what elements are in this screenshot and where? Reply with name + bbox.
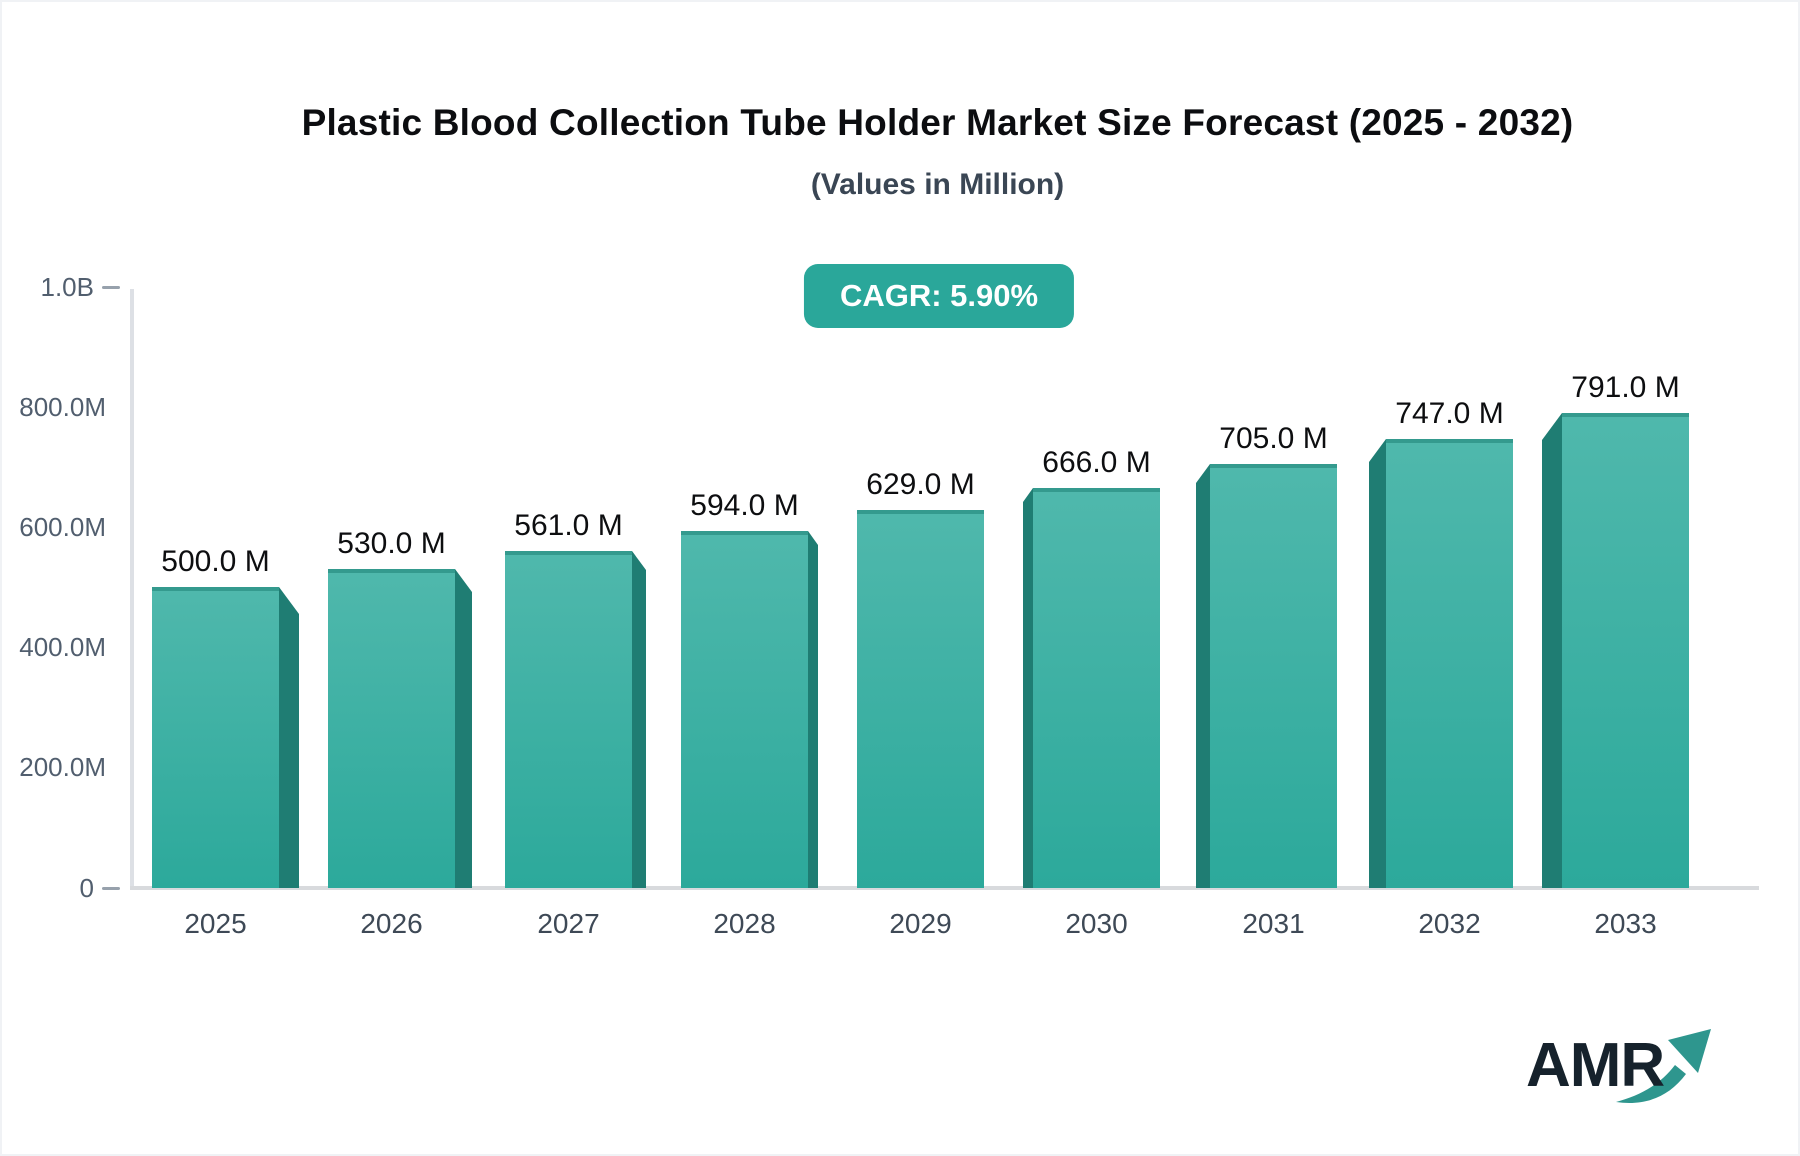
bar-2033	[1542, 413, 1689, 888]
y-tick-mark	[102, 886, 120, 890]
y-tick-label: 0	[79, 872, 94, 903]
amr-logo-text: AMR	[1526, 1031, 1665, 1100]
y-tick-row: 800.0M	[2, 391, 120, 423]
bar-side	[1023, 488, 1033, 888]
bar-value-label: 629.0 M	[866, 468, 975, 501]
y-tick-row: 400.0M	[2, 632, 120, 664]
y-tick-row: 200.0M	[2, 752, 120, 784]
y-tick-row: 1.0B	[2, 271, 120, 303]
bar-2026	[328, 569, 472, 888]
y-tick-label: 200.0M	[19, 752, 106, 783]
bar-face	[1033, 488, 1160, 888]
bar-face	[328, 569, 455, 888]
chart-title: Plastic Blood Collection Tube Holder Mar…	[301, 102, 1574, 143]
bar-face	[1386, 439, 1513, 888]
bar-value-label: 500.0 M	[161, 545, 270, 578]
y-axis-line	[130, 289, 134, 890]
x-tick-label: 2030	[1065, 908, 1128, 939]
y-tick-mark	[102, 285, 120, 289]
bar-2027	[505, 551, 646, 888]
y-tick-row: 600.0M	[2, 511, 120, 543]
bar-2025	[152, 587, 299, 888]
bar-face	[152, 587, 279, 888]
y-tick-label: 800.0M	[19, 391, 106, 422]
x-tick-label: 2028	[713, 908, 776, 939]
bar-value-label: 705.0 M	[1219, 422, 1328, 455]
x-tick-label: 2032	[1418, 908, 1481, 939]
x-axis-line	[130, 886, 1759, 890]
y-tick-label: 600.0M	[19, 511, 106, 542]
x-tick-label: 2025	[184, 908, 247, 939]
bar-value-label: 791.0 M	[1571, 371, 1680, 404]
bar-value-label: 530.0 M	[337, 527, 446, 560]
x-tick-label: 2026	[360, 908, 423, 939]
bar-face	[681, 531, 808, 888]
bar-side	[808, 531, 818, 888]
bar-side	[1369, 439, 1386, 888]
bar-side	[1196, 464, 1210, 888]
x-tick-label: 2031	[1242, 908, 1305, 939]
bar-2032	[1369, 439, 1513, 888]
cagr-badge: CAGR: 5.90%	[803, 264, 1075, 328]
bar-side	[279, 587, 299, 888]
bar-2030	[1023, 488, 1160, 888]
bar-value-label: 594.0 M	[690, 489, 799, 522]
bar-face	[1562, 413, 1689, 888]
x-tick-label: 2027	[537, 908, 600, 939]
bar-2029	[857, 510, 984, 888]
amr-logo: AMR	[1526, 1029, 1716, 1125]
x-tick-label: 2033	[1594, 908, 1657, 939]
bar-side	[455, 569, 472, 888]
bar-face	[857, 510, 984, 888]
growth-arrow-icon	[1616, 1029, 1711, 1103]
y-tick-label: 400.0M	[19, 632, 106, 663]
y-tick-row: 0	[2, 872, 120, 904]
bar-2031	[1196, 464, 1337, 888]
bar-face	[505, 551, 632, 888]
bar-side	[632, 551, 646, 888]
bar-2028	[681, 531, 818, 888]
chart-subtitle: (Values in Million)	[810, 168, 1065, 201]
x-tick-label: 2029	[889, 908, 952, 939]
bar-side	[1542, 413, 1562, 888]
bar-value-label: 666.0 M	[1042, 446, 1151, 479]
bar-value-label: 747.0 M	[1395, 397, 1504, 430]
bar-face	[1210, 464, 1337, 888]
y-tick-label: 1.0B	[40, 271, 95, 302]
bar-value-label: 561.0 M	[514, 509, 623, 542]
